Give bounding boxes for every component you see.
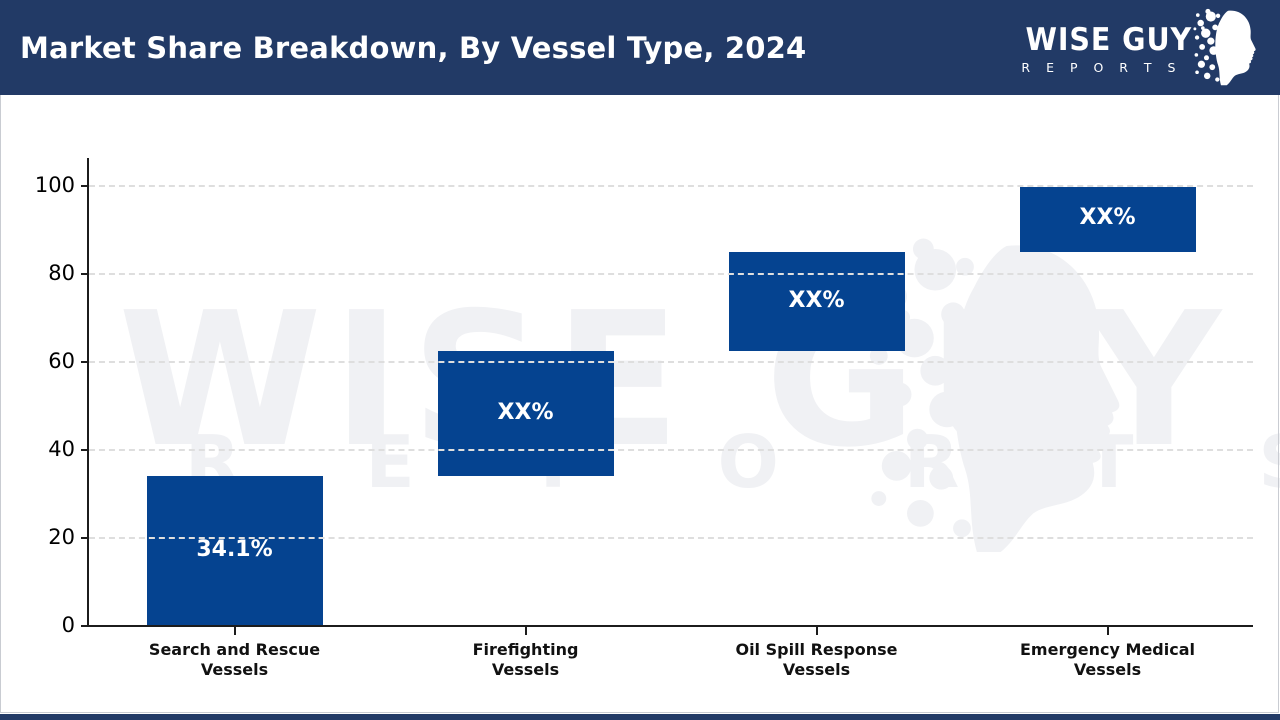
x-axis-line bbox=[87, 625, 1253, 627]
bar bbox=[146, 475, 323, 626]
header-band: Market Share Breakdown, By Vessel Type, … bbox=[0, 0, 1280, 95]
x-category-label: Oil Spill Response Vessels bbox=[735, 640, 898, 679]
brand-logo-text: WISE GUY R E P O R T S bbox=[1011, 22, 1192, 75]
y-tick-label: 80 bbox=[48, 261, 75, 285]
x-category-label: Search and Rescue Vessels bbox=[148, 640, 321, 679]
x-tick bbox=[524, 627, 527, 635]
y-tick bbox=[81, 185, 89, 187]
y-tick-label: 60 bbox=[48, 349, 75, 373]
y-tick-label: 100 bbox=[34, 173, 75, 197]
brand-logo: WISE GUY R E P O R T S bbox=[1020, 0, 1270, 95]
grid-line bbox=[89, 449, 1253, 451]
brand-name: WISE GUY bbox=[1025, 22, 1192, 58]
grid-line bbox=[89, 537, 1253, 539]
y-tick bbox=[81, 537, 89, 539]
bar-label: XX% bbox=[497, 399, 554, 425]
y-tick bbox=[81, 449, 89, 451]
grid-line bbox=[89, 361, 1253, 363]
brand-subtitle: R E P O R T S bbox=[1021, 60, 1182, 75]
x-tick bbox=[1106, 627, 1109, 635]
brand-head-icon bbox=[1193, 8, 1256, 86]
bar bbox=[437, 351, 614, 476]
y-tick-label: 0 bbox=[61, 613, 75, 637]
grid-line bbox=[89, 273, 1253, 275]
bottom-accent-bar bbox=[0, 714, 1280, 720]
grid-line bbox=[89, 185, 1253, 187]
x-category-label: Emergency Medical Vessels bbox=[1020, 640, 1195, 679]
bar bbox=[728, 252, 905, 352]
y-tick bbox=[81, 273, 89, 275]
bar bbox=[1019, 186, 1196, 252]
y-tick bbox=[81, 361, 89, 363]
page-title: Market Share Breakdown, By Vessel Type, … bbox=[20, 30, 807, 65]
y-axis-line bbox=[87, 158, 89, 627]
x-tick bbox=[815, 627, 818, 635]
watermark-head-icon bbox=[863, 238, 1120, 553]
bar-label: 34.1% bbox=[196, 536, 273, 562]
x-tick bbox=[233, 627, 236, 635]
y-tick-label: 40 bbox=[48, 437, 75, 461]
bar-label: XX% bbox=[788, 287, 845, 313]
y-tick-label: 20 bbox=[48, 525, 75, 549]
y-tick bbox=[81, 625, 89, 627]
bar-label: XX% bbox=[1079, 205, 1136, 231]
x-category-label: Firefighting Vessels bbox=[472, 640, 579, 679]
